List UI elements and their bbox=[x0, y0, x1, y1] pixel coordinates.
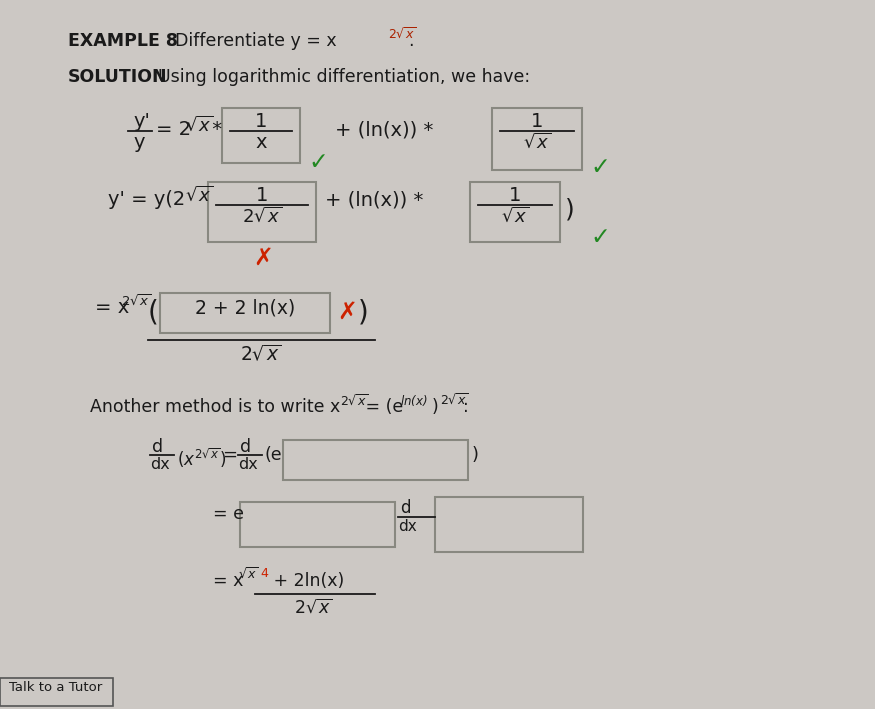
Text: ✗: ✗ bbox=[253, 246, 273, 270]
Text: d: d bbox=[152, 438, 163, 456]
Text: (: ( bbox=[148, 298, 158, 326]
Text: dx: dx bbox=[238, 457, 258, 472]
Text: = 2: = 2 bbox=[156, 120, 191, 139]
Text: = x: = x bbox=[213, 572, 243, 590]
Bar bbox=[283, 440, 468, 480]
Text: Another method is to write x: Another method is to write x bbox=[90, 398, 340, 416]
Bar bbox=[492, 108, 582, 170]
Text: dx: dx bbox=[150, 457, 170, 472]
Text: $\sqrt{x}$: $\sqrt{x}$ bbox=[238, 567, 258, 582]
Text: 2 + 2 ln(x): 2 + 2 ln(x) bbox=[195, 298, 295, 317]
Text: ): ) bbox=[432, 398, 438, 416]
Text: = e: = e bbox=[213, 505, 244, 523]
Text: 1: 1 bbox=[509, 186, 522, 205]
Text: $\mathregular{ln(x)}$: $\mathregular{ln(x)}$ bbox=[400, 393, 428, 408]
Text: ): ) bbox=[358, 298, 368, 326]
Bar bbox=[470, 182, 560, 242]
Text: 4: 4 bbox=[260, 567, 268, 580]
Text: $\sqrt{x}$: $\sqrt{x}$ bbox=[185, 186, 214, 206]
Text: $2\sqrt{x}$: $2\sqrt{x}$ bbox=[121, 294, 151, 309]
Text: + (ln(x)) *: + (ln(x)) * bbox=[335, 120, 433, 139]
Text: $2\sqrt{x}$: $2\sqrt{x}$ bbox=[340, 394, 368, 409]
Text: d: d bbox=[240, 438, 251, 456]
Bar bbox=[435, 497, 583, 552]
Text: (e: (e bbox=[265, 446, 283, 464]
Text: $(x^{2\sqrt{x}})$: $(x^{2\sqrt{x}})$ bbox=[177, 446, 227, 469]
Text: x: x bbox=[255, 133, 267, 152]
Text: EXAMPLE 8: EXAMPLE 8 bbox=[68, 32, 178, 50]
Text: $2\sqrt{x}$: $2\sqrt{x}$ bbox=[242, 207, 282, 226]
Text: $2\sqrt{x}$: $2\sqrt{x}$ bbox=[294, 598, 332, 617]
Text: 1: 1 bbox=[255, 112, 267, 131]
Text: $\sqrt{x}$: $\sqrt{x}$ bbox=[500, 207, 529, 226]
Text: *: * bbox=[206, 120, 222, 139]
Text: =: = bbox=[222, 446, 237, 464]
Bar bbox=[240, 502, 395, 547]
Text: :: : bbox=[463, 398, 469, 416]
Text: 1: 1 bbox=[531, 112, 543, 131]
Text: ): ) bbox=[472, 446, 479, 464]
Text: + (ln(x)) *: + (ln(x)) * bbox=[325, 190, 424, 209]
Text: $\sqrt{x}$: $\sqrt{x}$ bbox=[522, 133, 551, 152]
Text: 1: 1 bbox=[255, 186, 269, 205]
Text: d: d bbox=[400, 499, 410, 517]
Bar bbox=[160, 293, 330, 333]
Text: dx: dx bbox=[398, 519, 416, 534]
Text: SOLUTION: SOLUTION bbox=[68, 68, 168, 86]
Text: + 2ln(x): + 2ln(x) bbox=[268, 572, 344, 590]
Bar bbox=[208, 182, 316, 242]
Text: ✗: ✗ bbox=[337, 300, 357, 324]
Text: = x: = x bbox=[95, 298, 130, 317]
Bar bbox=[0, 678, 113, 706]
Text: ): ) bbox=[565, 198, 575, 222]
Text: y': y' bbox=[133, 112, 150, 131]
Text: ✓: ✓ bbox=[590, 225, 610, 249]
Text: Talk to a Tutor: Talk to a Tutor bbox=[10, 681, 102, 694]
Text: ✓: ✓ bbox=[308, 150, 328, 174]
Text: y' = y(2: y' = y(2 bbox=[108, 190, 186, 209]
Text: $\sqrt{x}$: $\sqrt{x}$ bbox=[185, 116, 214, 135]
Text: y: y bbox=[133, 133, 144, 152]
Text: .: . bbox=[408, 32, 414, 50]
Bar bbox=[222, 108, 300, 163]
Text: $2\sqrt{x}$: $2\sqrt{x}$ bbox=[240, 344, 282, 364]
Text: ✓: ✓ bbox=[590, 155, 610, 179]
Text: Using logarithmic differentiation, we have:: Using logarithmic differentiation, we ha… bbox=[158, 68, 530, 86]
Text: $2\sqrt{x}$: $2\sqrt{x}$ bbox=[440, 393, 468, 408]
Text: $2\sqrt{x}$: $2\sqrt{x}$ bbox=[388, 27, 416, 42]
Text: Differentiate y = x: Differentiate y = x bbox=[175, 32, 337, 50]
Text: = (e: = (e bbox=[360, 398, 403, 416]
